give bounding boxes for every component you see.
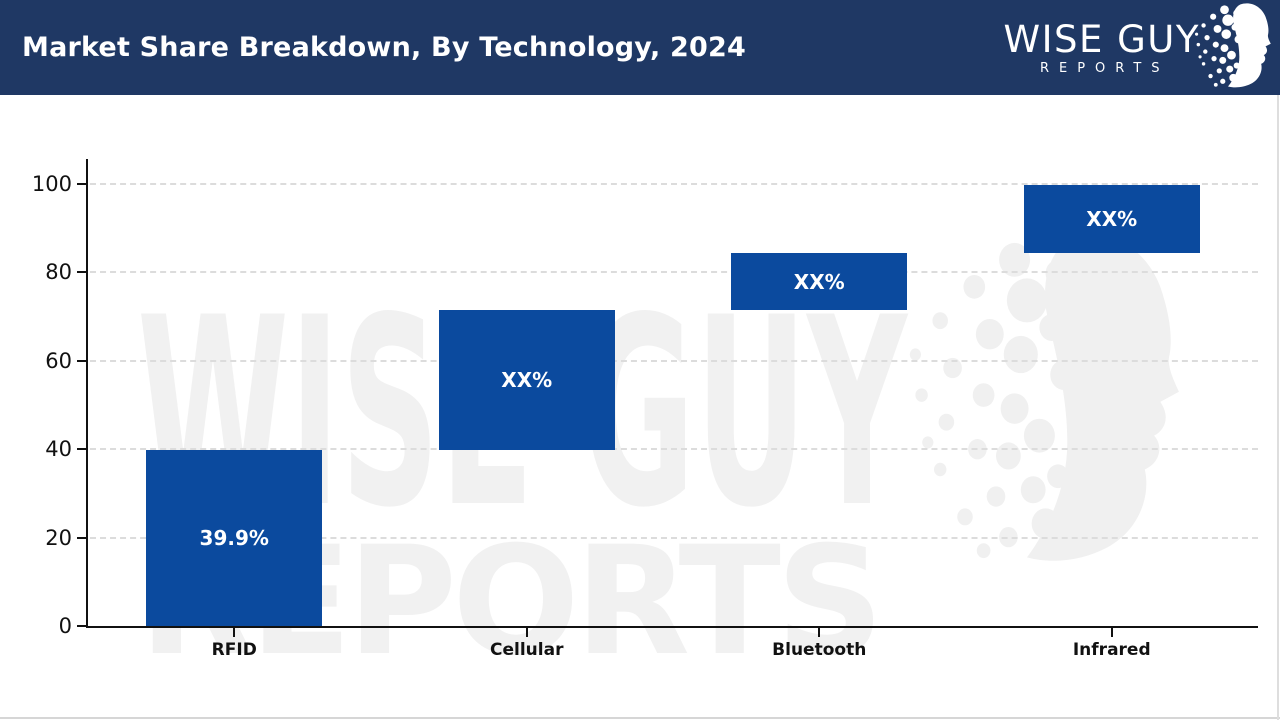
logo-name: WISE GUY xyxy=(1003,18,1200,61)
header-bar: Market Share Breakdown, By Technology, 2… xyxy=(0,0,1280,95)
bottom-border-line xyxy=(0,717,1280,719)
y-tick-100 xyxy=(77,183,87,185)
y-tick-label-80: 80 xyxy=(45,260,72,285)
gridline-20 xyxy=(90,536,1258,539)
logo-text: WISE GUY REPORTS xyxy=(1004,21,1200,76)
right-border-line xyxy=(1277,95,1279,720)
y-tick-label-60: 60 xyxy=(45,348,72,373)
y-tick-60 xyxy=(77,359,87,362)
watermark-head-icon xyxy=(872,226,1182,598)
page-title: Market Share Breakdown, By Technology, 2… xyxy=(22,32,747,63)
logo-subtitle: REPORTS xyxy=(1039,61,1170,76)
gridline-60 xyxy=(90,359,1258,362)
x-tick-infrared xyxy=(1110,628,1113,637)
y-axis xyxy=(86,159,88,628)
y-tick-label-0: 0 xyxy=(58,614,72,638)
x-tick-rfid xyxy=(233,628,236,637)
y-tick-label-20: 20 xyxy=(45,525,72,550)
bar-value-label: XX% xyxy=(1086,207,1138,232)
gridline-40 xyxy=(90,448,1258,451)
bar-value-label: XX% xyxy=(501,368,553,393)
y-tick-40 xyxy=(77,448,87,451)
y-tick-0 xyxy=(77,625,87,627)
bar-bluetooth: XX% xyxy=(731,253,908,311)
gridline-100 xyxy=(90,183,1258,185)
bar-rfid: 39.9% xyxy=(146,449,323,626)
y-tick-20 xyxy=(77,536,87,539)
y-tick-label-40: 40 xyxy=(45,437,72,462)
x-tick-label-bluetooth: Bluetooth xyxy=(772,640,867,660)
bar-value-label: XX% xyxy=(793,269,845,294)
x-tick-label-rfid: RFID xyxy=(211,640,257,660)
y-tick-80 xyxy=(77,271,87,274)
x-axis xyxy=(86,626,1258,628)
gridline-80 xyxy=(90,271,1258,274)
x-tick-bluetooth xyxy=(818,628,821,637)
x-tick-label-cellular: Cellular xyxy=(490,640,564,660)
bar-cellular: XX% xyxy=(438,310,615,450)
wise-guy-logo: WISE GUY REPORTS xyxy=(1004,1,1280,97)
bar-infrared: XX% xyxy=(1023,184,1200,254)
x-tick-cellular xyxy=(525,628,528,637)
y-tick-label-100: 100 xyxy=(31,172,72,196)
logo-head-icon xyxy=(1184,1,1272,97)
bar-value-label: 39.9% xyxy=(199,525,269,550)
x-tick-label-infrared: Infrared xyxy=(1072,640,1151,660)
